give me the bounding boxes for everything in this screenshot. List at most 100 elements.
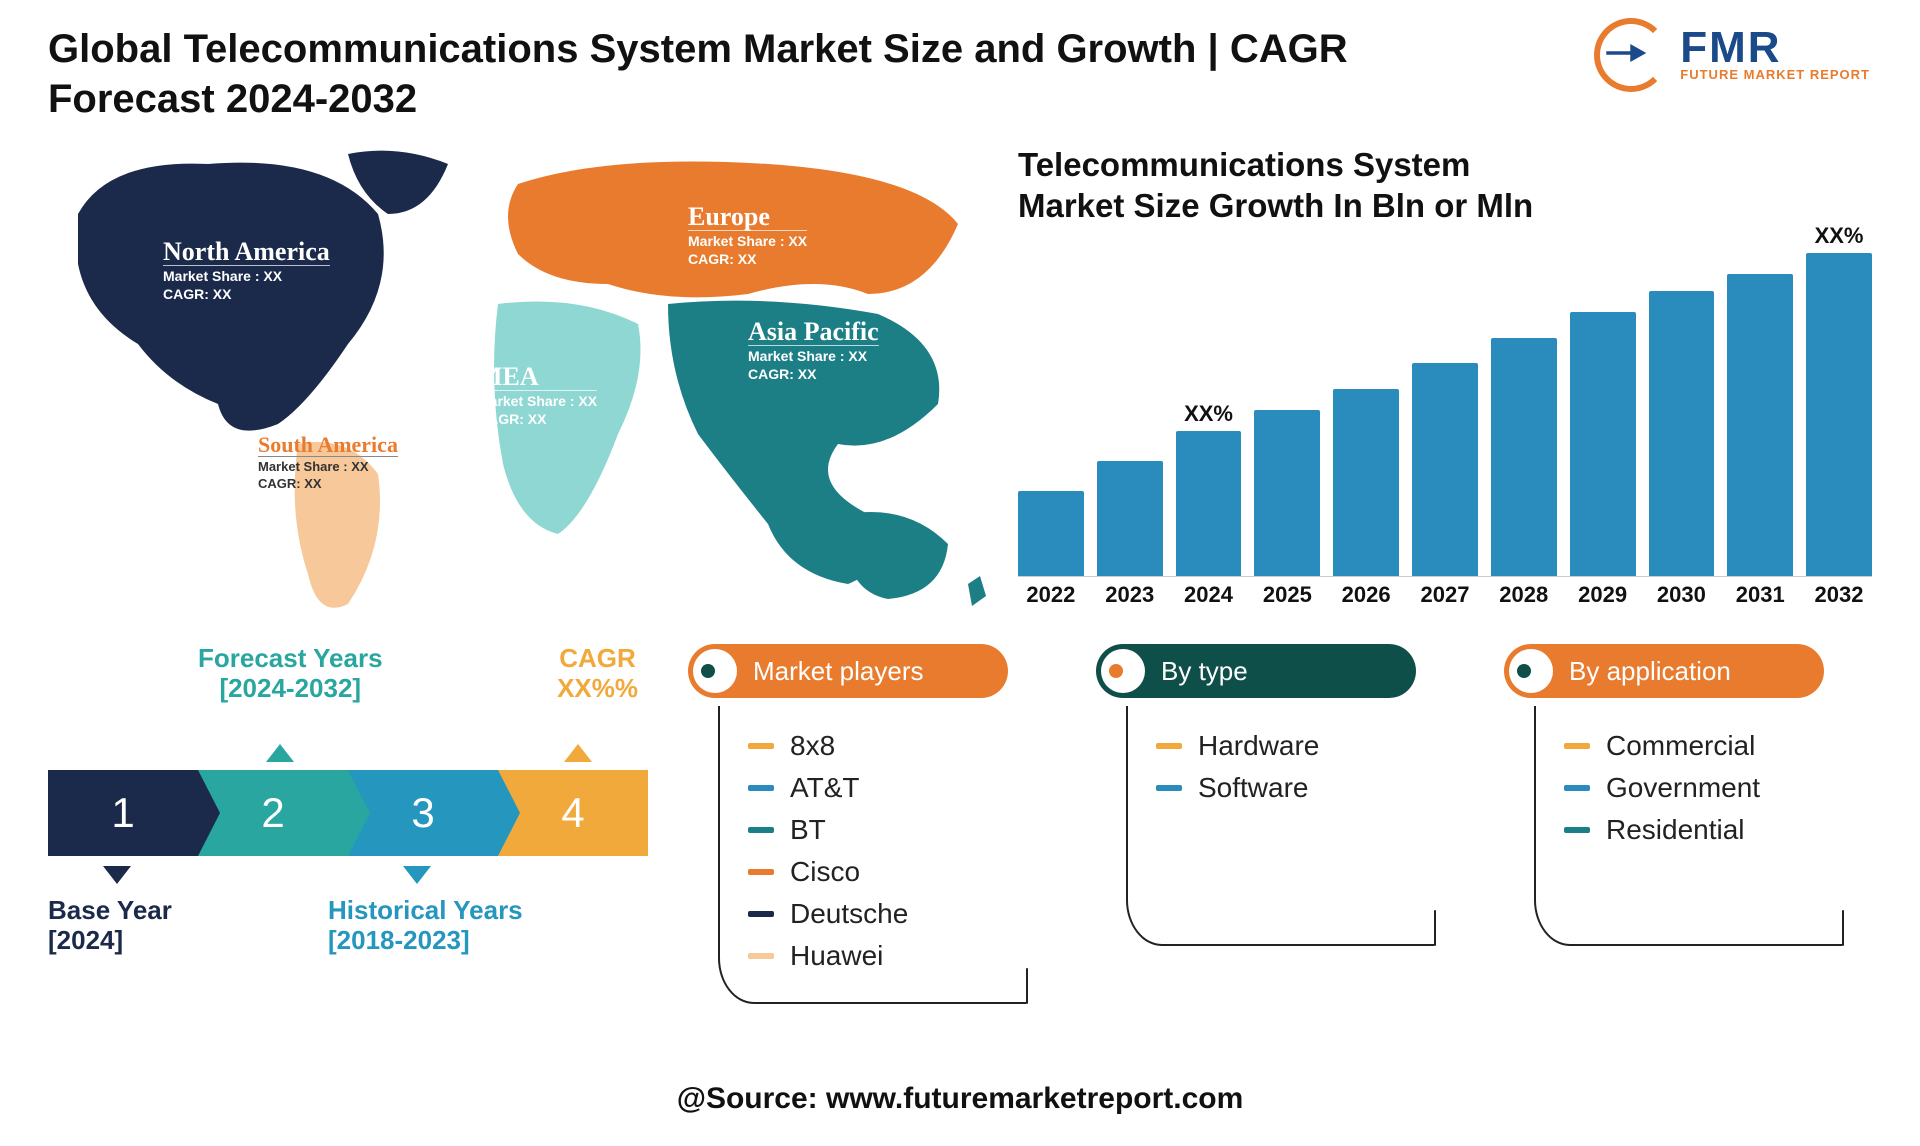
tick-icon	[748, 911, 774, 917]
tick-icon	[1564, 743, 1590, 749]
category-body: Hardware Software	[1126, 706, 1434, 946]
region-label-eu: Europe Market Share : XX CAGR: XX	[688, 204, 807, 267]
bar-label: 2022	[1026, 582, 1075, 608]
region-share: Market Share : XX	[478, 390, 597, 409]
bar-2032: XX% 2032	[1806, 253, 1872, 576]
list-item: Government	[1564, 772, 1830, 804]
region-cagr: CAGR: XX	[258, 474, 398, 491]
item-text: BT	[790, 814, 826, 846]
region-ap-3	[968, 576, 986, 606]
category-body: 8x8 AT&T BT Cisco Deutsche Huawei	[718, 706, 1026, 1004]
bar-2024: XX% 2024	[1176, 431, 1242, 576]
timeline: Forecast Years [2024-2032] CAGR XX%% 123…	[48, 644, 648, 1004]
bar-fill	[1097, 461, 1163, 576]
item-text: Government	[1606, 772, 1760, 804]
category-2: By application Commercial Government Res…	[1504, 644, 1872, 1004]
list-item: BT	[748, 814, 1014, 846]
tick-icon	[1564, 785, 1590, 791]
list-item: Software	[1156, 772, 1422, 804]
pill-dot-icon	[1509, 649, 1553, 693]
region-share: Market Share : XX	[748, 345, 879, 364]
region-share: Market Share : XX	[163, 265, 330, 284]
chart-title: Telecommunications System Market Size Gr…	[1018, 144, 1578, 227]
item-text: Huawei	[790, 940, 883, 972]
bar-2031: 2031	[1727, 274, 1793, 576]
tick-icon	[1156, 785, 1182, 791]
region-name: Europe	[688, 204, 807, 230]
item-text: Hardware	[1198, 730, 1319, 762]
item-text: Commercial	[1606, 730, 1755, 762]
list-item: Huawei	[748, 940, 1014, 972]
timeline-seg-1: 1	[48, 770, 198, 856]
item-text: Software	[1198, 772, 1309, 804]
region-label-ap: Asia Pacific Market Share : XX CAGR: XX	[748, 319, 879, 382]
bar-2027: 2027	[1412, 363, 1478, 576]
pill-dot-icon	[1101, 649, 1145, 693]
bar-fill	[1018, 491, 1084, 576]
bar-2025: 2025	[1254, 410, 1320, 576]
region-label-sa: South America Market Share : XX CAGR: XX	[258, 434, 398, 491]
bar-2029: 2029	[1570, 312, 1636, 576]
region-cagr: CAGR: XX	[688, 249, 807, 267]
list-item: Deutsche	[748, 898, 1014, 930]
item-text: Deutsche	[790, 898, 908, 930]
arrow-hist-icon	[403, 866, 431, 884]
bar-fill	[1176, 431, 1242, 576]
bar-label: 2024	[1184, 582, 1233, 608]
arrow-base-icon	[103, 866, 131, 884]
bar-label: 2026	[1342, 582, 1391, 608]
category-body: Commercial Government Residential	[1534, 706, 1842, 946]
bar-fill	[1491, 338, 1557, 576]
category-0: Market players 8x8 AT&T BT Cisco Deutsch…	[688, 644, 1056, 1004]
bar-fill	[1254, 410, 1320, 576]
timeline-seg-3: 3	[348, 770, 498, 856]
bar-annotation: XX%	[1184, 401, 1233, 427]
timeline-bar: 1234	[48, 770, 648, 856]
fmr-logo-icon	[1594, 18, 1668, 92]
bar-chart: Telecommunications System Market Size Gr…	[1018, 144, 1872, 624]
region-label-mea: MEA Market Share : XX CAGR: XX	[478, 364, 597, 427]
bar-2030: 2030	[1649, 291, 1715, 576]
chart-bars: 2022 2023XX% 2024 2025 2026 2027 2028 20…	[1018, 237, 1872, 577]
item-text: Residential	[1606, 814, 1745, 846]
tick-icon	[748, 827, 774, 833]
item-text: 8x8	[790, 730, 835, 762]
arrow-forecast-icon	[266, 744, 294, 762]
cagr-value: XX%%	[557, 674, 638, 704]
hist-range: [2018-2023]	[328, 926, 523, 956]
list-item: Commercial	[1564, 730, 1830, 762]
region-cagr: CAGR: XX	[478, 409, 597, 427]
tick-icon	[748, 953, 774, 959]
category-pill: Market players	[688, 644, 1008, 698]
region-share: Market Share : XX	[688, 230, 807, 249]
timeline-seg-2: 2	[198, 770, 348, 856]
logo-main-text: FMR	[1680, 28, 1870, 68]
bar-fill	[1649, 291, 1715, 576]
item-text: AT&T	[790, 772, 859, 804]
pill-label: By type	[1161, 656, 1248, 687]
logo-sub-text: FUTURE MARKET REPORT	[1680, 67, 1870, 82]
bar-label: 2031	[1736, 582, 1785, 608]
region-share: Market Share : XX	[258, 456, 398, 474]
item-text: Cisco	[790, 856, 860, 888]
region-cagr: CAGR: XX	[163, 284, 330, 302]
bar-2026: 2026	[1333, 389, 1399, 576]
pill-label: Market players	[753, 656, 924, 687]
bar-label: 2025	[1263, 582, 1312, 608]
pill-label: By application	[1569, 656, 1731, 687]
hist-label: Historical Years	[328, 896, 523, 926]
region-cagr: CAGR: XX	[748, 364, 879, 382]
tick-icon	[748, 785, 774, 791]
bar-fill	[1727, 274, 1793, 576]
base-value: [2024]	[48, 926, 172, 956]
region-ap-2	[846, 512, 948, 599]
bar-label: 2023	[1105, 582, 1154, 608]
bar-fill	[1333, 389, 1399, 576]
category-pill: By application	[1504, 644, 1824, 698]
region-name: North America	[163, 239, 330, 265]
bar-2028: 2028	[1491, 338, 1557, 576]
fmr-logo: FMR FUTURE MARKET REPORT	[1594, 18, 1870, 92]
list-item: Hardware	[1156, 730, 1422, 762]
bar-label: 2027	[1420, 582, 1469, 608]
category-1: By type Hardware Software	[1096, 644, 1464, 1004]
